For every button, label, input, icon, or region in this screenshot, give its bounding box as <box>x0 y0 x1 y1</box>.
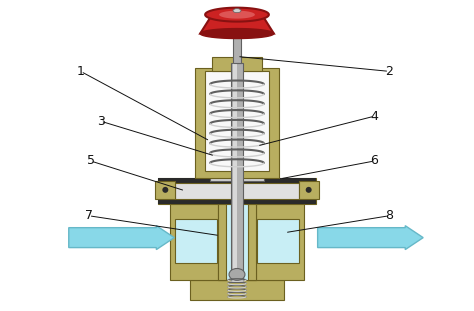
Bar <box>205 72 269 171</box>
Polygon shape <box>200 15 274 34</box>
Text: 2: 2 <box>385 65 393 78</box>
Text: 5: 5 <box>87 155 95 168</box>
Polygon shape <box>219 11 255 19</box>
Bar <box>248 201 256 281</box>
Bar <box>158 178 316 183</box>
Text: 4: 4 <box>371 110 378 123</box>
Bar <box>175 183 299 199</box>
Bar <box>158 178 316 204</box>
Circle shape <box>306 187 312 193</box>
Bar <box>218 201 226 281</box>
Text: 3: 3 <box>97 115 105 128</box>
Bar <box>195 68 279 178</box>
Bar <box>158 199 316 204</box>
Bar <box>257 219 299 262</box>
Bar <box>190 281 284 300</box>
Bar <box>218 201 256 281</box>
Bar <box>155 181 175 199</box>
Text: 1: 1 <box>77 65 85 78</box>
Text: 6: 6 <box>371 155 378 168</box>
Bar <box>170 201 304 281</box>
FancyArrow shape <box>69 226 174 250</box>
Polygon shape <box>200 29 274 39</box>
Bar <box>175 219 217 262</box>
Bar <box>231 63 243 282</box>
FancyArrow shape <box>318 226 423 250</box>
Bar <box>210 173 264 181</box>
Bar <box>299 181 319 199</box>
Circle shape <box>162 187 168 193</box>
Text: 8: 8 <box>385 209 393 222</box>
Text: 7: 7 <box>85 209 92 222</box>
Bar <box>212 58 262 72</box>
Polygon shape <box>205 8 269 21</box>
Bar <box>233 34 241 63</box>
Ellipse shape <box>233 9 241 13</box>
Ellipse shape <box>229 268 245 281</box>
Bar <box>233 63 237 282</box>
